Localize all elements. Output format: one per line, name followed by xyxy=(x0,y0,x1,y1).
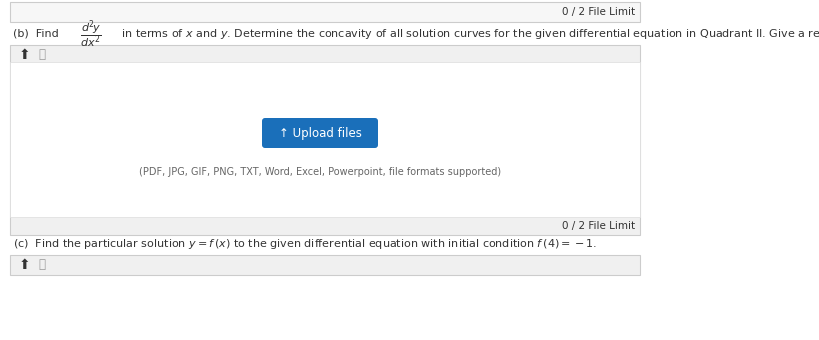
Text: 🗑: 🗑 xyxy=(38,49,46,62)
Text: ⬆: ⬆ xyxy=(18,258,29,272)
Text: ↑ Upload files: ↑ Upload files xyxy=(278,126,361,139)
Text: 0 / 2 File Limit: 0 / 2 File Limit xyxy=(562,7,635,17)
FancyBboxPatch shape xyxy=(10,255,640,275)
Text: ⬆: ⬆ xyxy=(18,48,29,62)
FancyBboxPatch shape xyxy=(10,45,640,235)
Text: (PDF, JPG, GIF, PNG, TXT, Word, Excel, Powerpoint, file formats supported): (PDF, JPG, GIF, PNG, TXT, Word, Excel, P… xyxy=(139,167,501,177)
FancyBboxPatch shape xyxy=(10,2,640,22)
Text: in terms of $\it{x}$ and $\it{y}$. Determine the concavity of all solution curve: in terms of $\it{x}$ and $\it{y}$. Deter… xyxy=(118,27,819,41)
Text: 🗑: 🗑 xyxy=(38,258,46,272)
Text: 0 / 2 File Limit: 0 / 2 File Limit xyxy=(562,221,635,231)
Text: $\dfrac{d^2\!y}{dx^2}$: $\dfrac{d^2\!y}{dx^2}$ xyxy=(80,18,102,50)
FancyBboxPatch shape xyxy=(10,62,640,217)
Text: (c)  Find the particular solution $y = f\,(x)$ to the given differential equatio: (c) Find the particular solution $y = f\… xyxy=(13,237,597,251)
FancyBboxPatch shape xyxy=(262,118,378,148)
Text: (b)  Find: (b) Find xyxy=(13,29,62,39)
